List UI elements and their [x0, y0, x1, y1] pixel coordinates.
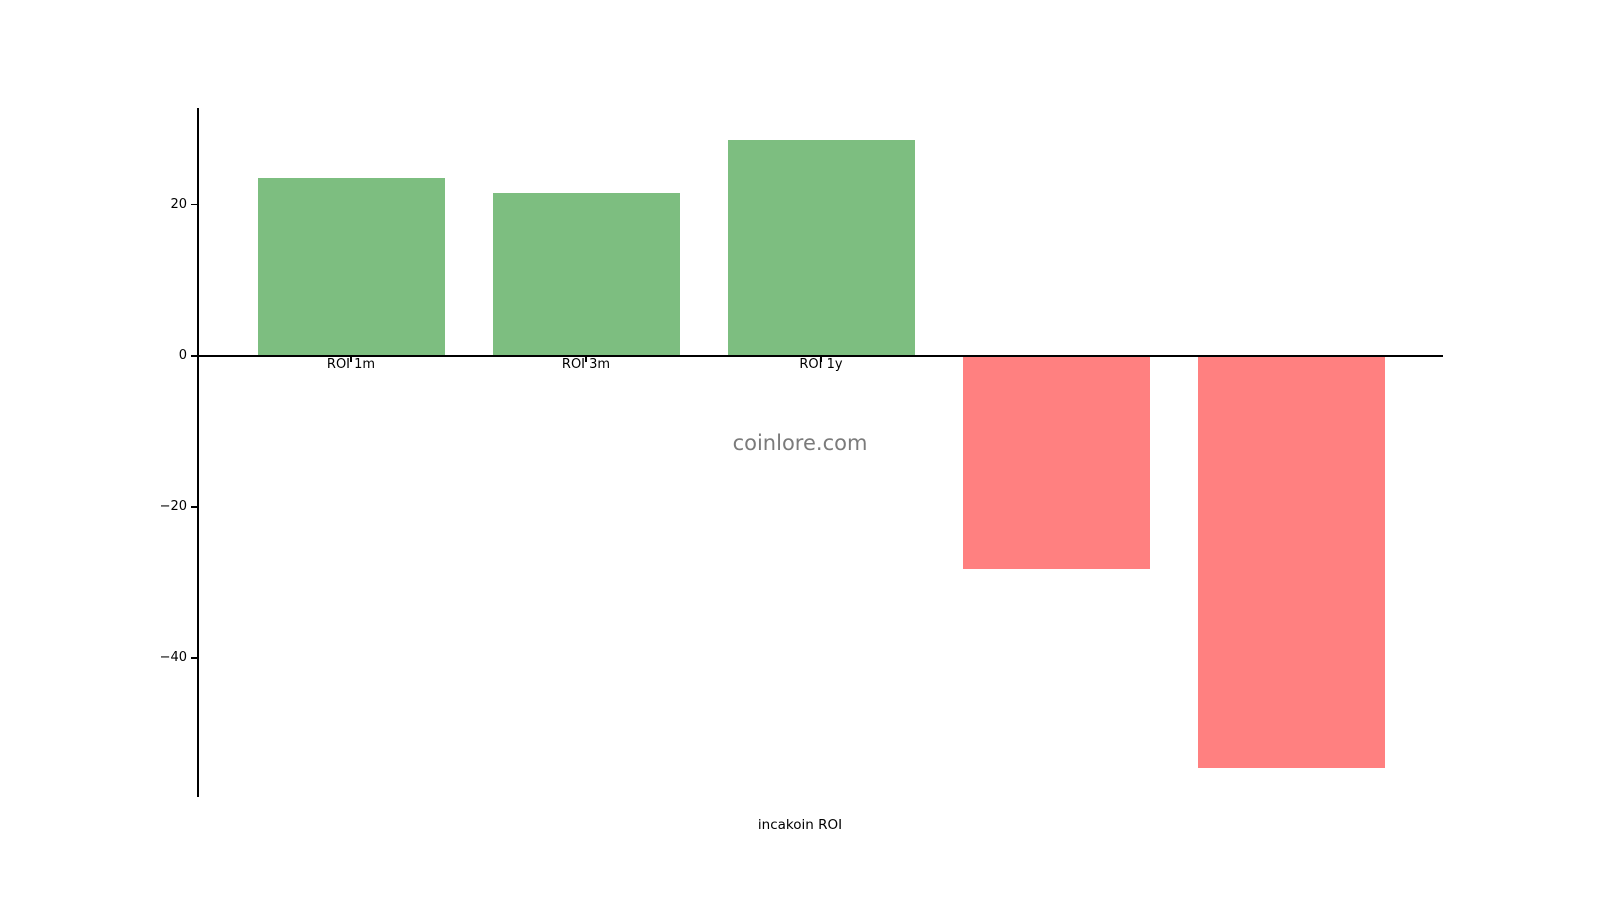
watermark: coinlore.com: [732, 431, 868, 455]
y-tick-mark: [191, 506, 197, 508]
y-tick-label: 0: [178, 348, 187, 364]
y-tick-mark: [191, 203, 197, 206]
x-tick-mark: [350, 355, 352, 362]
x-tick-label: ROI 1y: [799, 356, 843, 372]
y-tick-label: 20: [170, 197, 187, 213]
y-tick-mark: [191, 657, 197, 659]
y-tick-label: −40: [159, 650, 187, 666]
x-tick-mark: [820, 355, 822, 362]
bar: [962, 355, 1150, 569]
x-tick-mark: [585, 355, 587, 362]
y-tick-label: −20: [159, 499, 187, 515]
bar: [727, 139, 915, 356]
bar: [1197, 355, 1385, 769]
y-tick-mark: [191, 355, 197, 357]
chart-title: incakoin ROI: [757, 817, 843, 833]
x-tick-label: ROI 1m: [326, 356, 376, 372]
bar: [492, 192, 680, 356]
x-tick-label: ROI 3m: [561, 356, 611, 372]
bar: [257, 177, 445, 356]
